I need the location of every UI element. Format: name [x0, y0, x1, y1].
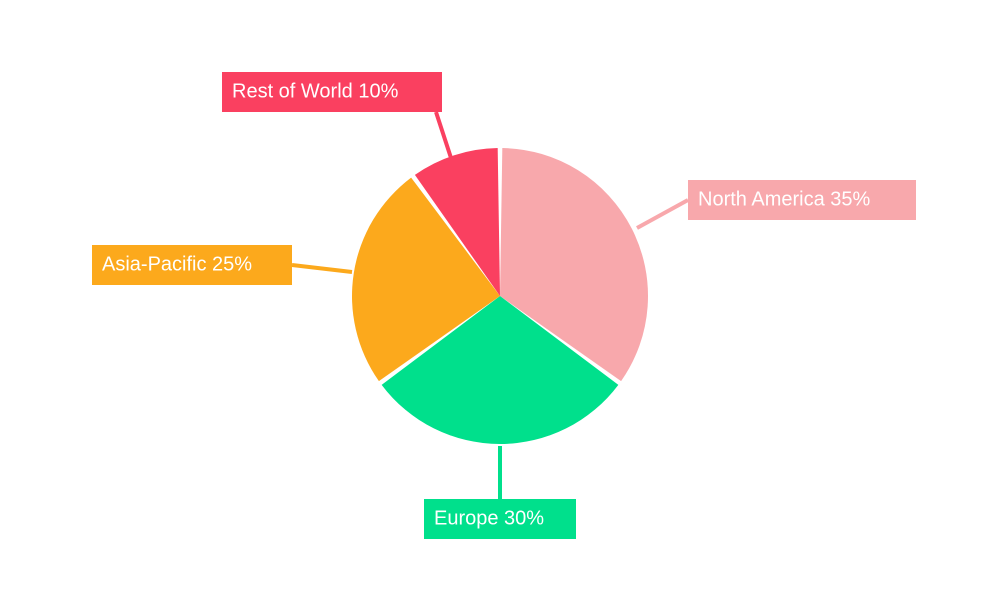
- label-box-north-america[interactable]: [688, 180, 916, 220]
- label-text-europe: Europe 30%: [434, 507, 544, 529]
- leader-lines-group: [291, 111, 689, 499]
- pie-wedges-group: [352, 148, 649, 444]
- leader-line-asia-pacific: [291, 263, 353, 274]
- pie-slice-north-america[interactable]: [500, 148, 649, 382]
- label-text-north-america: North America 35%: [698, 188, 871, 210]
- pie-slice-europe[interactable]: [381, 296, 619, 444]
- slice-labels-group: North America 35% Europe 30% Asia-Pacific …: [92, 72, 916, 539]
- label-text-asia-pacific: Asia-Pacific 25%: [102, 253, 252, 275]
- label-box-europe[interactable]: [424, 499, 576, 539]
- leader-line-rest-of-world: [434, 111, 454, 162]
- label-box-asia-pacific[interactable]: [92, 245, 292, 285]
- pie-slice-asia-pacific[interactable]: [352, 177, 500, 382]
- pie-slice-rest-of-world[interactable]: [414, 148, 500, 296]
- label-text-rest-of-world: Rest of World 10%: [232, 80, 399, 102]
- label-box-rest-of-world[interactable]: [222, 72, 442, 112]
- leader-line-north-america: [636, 198, 689, 230]
